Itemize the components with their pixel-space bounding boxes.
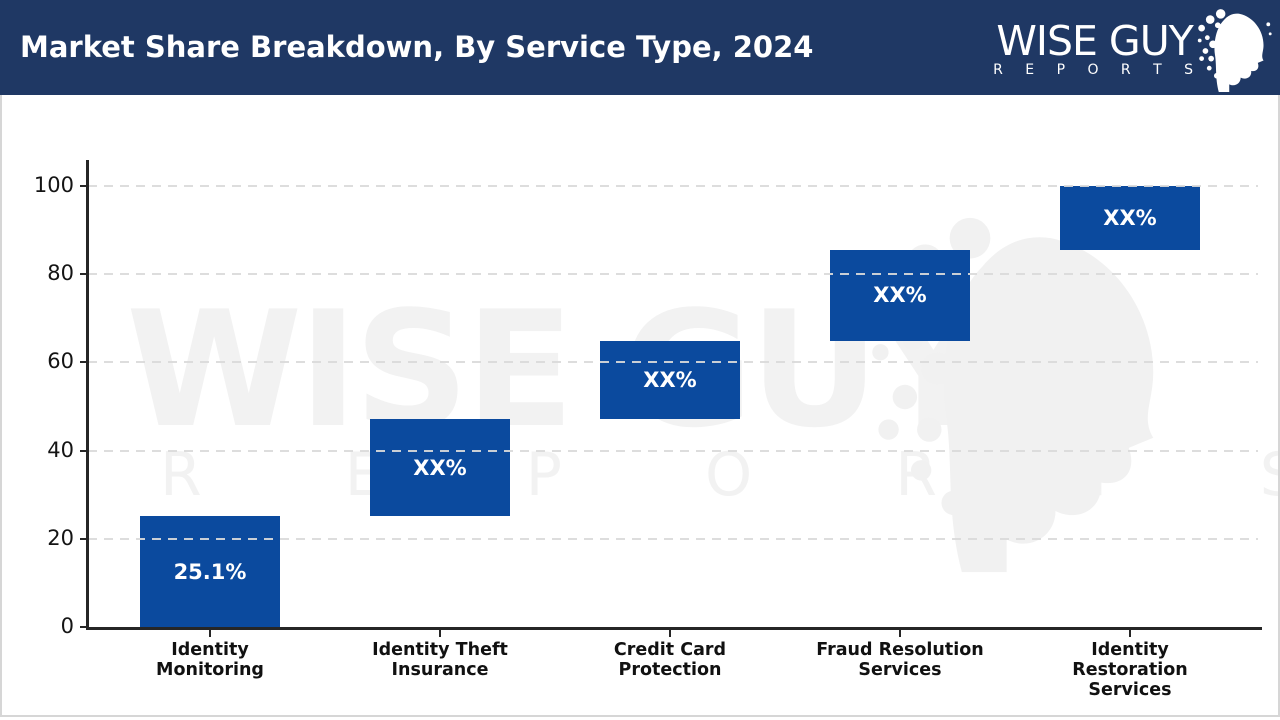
bar-value-label: XX% xyxy=(1103,205,1157,230)
gridline xyxy=(88,449,1258,452)
y-tick-mark xyxy=(80,449,88,452)
x-tick-mark xyxy=(899,629,901,637)
y-tick-label: 100 xyxy=(33,173,74,197)
x-tick-mark xyxy=(439,629,441,637)
bar-segment: XX% xyxy=(370,418,510,517)
logo-name: WISE GUY xyxy=(996,17,1193,65)
y-tick-label: 40 xyxy=(47,437,74,462)
x-tick-mark xyxy=(209,629,211,637)
header-bar: Market Share Breakdown, By Service Type,… xyxy=(0,0,1280,95)
x-tick-mark xyxy=(1129,629,1131,637)
x-tick-mark xyxy=(669,629,671,637)
y-tick-mark xyxy=(80,273,88,276)
y-tick-mark xyxy=(80,185,88,187)
x-axis-line xyxy=(86,627,1262,630)
gridline xyxy=(88,361,1258,364)
y-tick-label: 20 xyxy=(47,525,74,550)
gridline xyxy=(88,273,1258,276)
bar-value-label: XX% xyxy=(643,367,697,392)
gridline xyxy=(88,537,1258,540)
logo-subname: R E P O R T S xyxy=(993,62,1202,78)
y-axis-line xyxy=(86,160,89,630)
gridline xyxy=(88,185,1258,187)
bar-value-label: XX% xyxy=(873,283,927,308)
bar-segment: XX% xyxy=(830,249,970,341)
y-tick-label: 60 xyxy=(47,349,74,374)
bar-segment: 25.1% xyxy=(140,516,280,627)
dotted-profile-head-icon xyxy=(1197,9,1272,92)
bar-segment: XX% xyxy=(600,340,740,419)
category-label: Identity Monitoring xyxy=(156,640,264,680)
y-tick-label: 0 xyxy=(60,614,74,638)
category-label: Identity Theft Insurance xyxy=(372,640,508,680)
y-tick-mark xyxy=(80,537,88,540)
category-label: Fraud Resolution Services xyxy=(816,640,984,680)
page-title: Market Share Breakdown, By Service Type,… xyxy=(20,30,814,64)
category-label: Identity Restoration Services xyxy=(1072,640,1188,700)
bar-value-label: 25.1% xyxy=(173,559,247,584)
y-tick-mark xyxy=(80,626,88,628)
bar-value-label: XX% xyxy=(413,455,467,480)
bar-segment: XX% xyxy=(1060,186,1200,250)
y-tick-mark xyxy=(80,361,88,364)
y-tick-label: 80 xyxy=(47,261,74,286)
wise-guy-logo: WISE GUY R E P O R T S xyxy=(993,4,1272,92)
category-label: Credit Card Protection xyxy=(613,640,727,680)
logo-text: WISE GUY R E P O R T S xyxy=(987,20,1202,78)
